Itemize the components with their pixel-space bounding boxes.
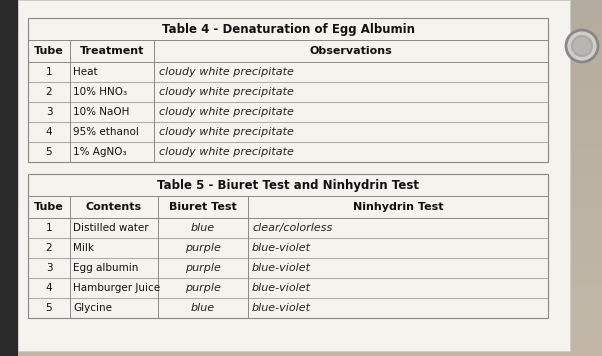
Text: 1: 1 (46, 223, 52, 233)
Text: 10% NaOH: 10% NaOH (73, 107, 129, 117)
Text: blue-violet: blue-violet (252, 263, 311, 273)
FancyBboxPatch shape (0, 0, 18, 356)
FancyBboxPatch shape (28, 18, 548, 162)
Text: Contents: Contents (86, 202, 142, 212)
Text: blue: blue (191, 223, 215, 233)
Text: cloudy white precipitate: cloudy white precipitate (159, 87, 294, 97)
Text: Egg albumin: Egg albumin (73, 263, 138, 273)
Text: blue-violet: blue-violet (252, 303, 311, 313)
Text: clear/colorless: clear/colorless (252, 223, 332, 233)
Text: blue-violet: blue-violet (252, 283, 311, 293)
Text: 4: 4 (46, 283, 52, 293)
Text: 1: 1 (46, 67, 52, 77)
FancyBboxPatch shape (18, 0, 570, 351)
Text: Distilled water: Distilled water (73, 223, 149, 233)
Text: 3: 3 (46, 107, 52, 117)
Text: Heat: Heat (73, 67, 98, 77)
Text: Ninhydrin Test: Ninhydrin Test (353, 202, 443, 212)
Text: Treatment: Treatment (80, 46, 144, 56)
Text: 95% ethanol: 95% ethanol (73, 127, 139, 137)
Text: Table 5 - Biuret Test and Ninhydrin Test: Table 5 - Biuret Test and Ninhydrin Test (157, 178, 419, 192)
Text: Biuret Test: Biuret Test (169, 202, 237, 212)
Text: cloudy white precipitate: cloudy white precipitate (159, 107, 294, 117)
Text: cloudy white precipitate: cloudy white precipitate (159, 147, 294, 157)
Text: 1% AgNO₃: 1% AgNO₃ (73, 147, 126, 157)
Text: 10% HNO₃: 10% HNO₃ (73, 87, 127, 97)
Text: blue-violet: blue-violet (252, 243, 311, 253)
Circle shape (566, 30, 598, 62)
Text: 3: 3 (46, 263, 52, 273)
Text: purple: purple (185, 283, 221, 293)
Text: Milk: Milk (73, 243, 94, 253)
Text: purple: purple (185, 263, 221, 273)
FancyBboxPatch shape (28, 174, 548, 318)
Text: Table 4 - Denaturation of Egg Albumin: Table 4 - Denaturation of Egg Albumin (161, 22, 415, 36)
Text: Observations: Observations (309, 46, 393, 56)
Text: Tube: Tube (34, 46, 64, 56)
Text: blue: blue (191, 303, 215, 313)
Text: 5: 5 (46, 147, 52, 157)
Text: purple: purple (185, 243, 221, 253)
Text: Hamburger Juice: Hamburger Juice (73, 283, 160, 293)
Circle shape (572, 36, 592, 56)
Text: 5: 5 (46, 303, 52, 313)
Text: Glycine: Glycine (73, 303, 112, 313)
Text: cloudy white precipitate: cloudy white precipitate (159, 67, 294, 77)
Text: 2: 2 (46, 87, 52, 97)
Text: Tube: Tube (34, 202, 64, 212)
Text: 4: 4 (46, 127, 52, 137)
Text: cloudy white precipitate: cloudy white precipitate (159, 127, 294, 137)
Text: 2: 2 (46, 243, 52, 253)
